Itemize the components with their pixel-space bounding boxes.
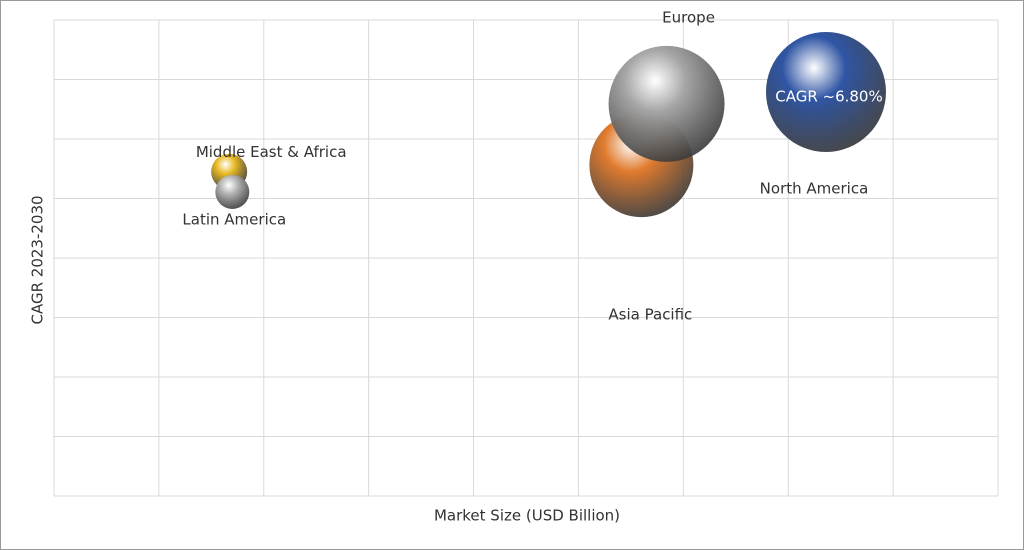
bubble-label: Europe — [662, 8, 715, 26]
bubble — [608, 45, 725, 162]
bubble-label: North America — [760, 179, 869, 197]
bubble — [765, 31, 886, 152]
y-axis-label: CAGR 2023-2030 — [29, 195, 47, 324]
bubble — [215, 174, 250, 209]
annotation: CAGR ~6.80% — [775, 87, 883, 105]
bubble-label: Asia Pacific — [608, 306, 692, 324]
x-axis-label: Market Size (USD Billion) — [434, 507, 620, 525]
bubble-label: Middle East & Africa — [196, 143, 347, 161]
bubble-label: Latin America — [182, 210, 286, 228]
